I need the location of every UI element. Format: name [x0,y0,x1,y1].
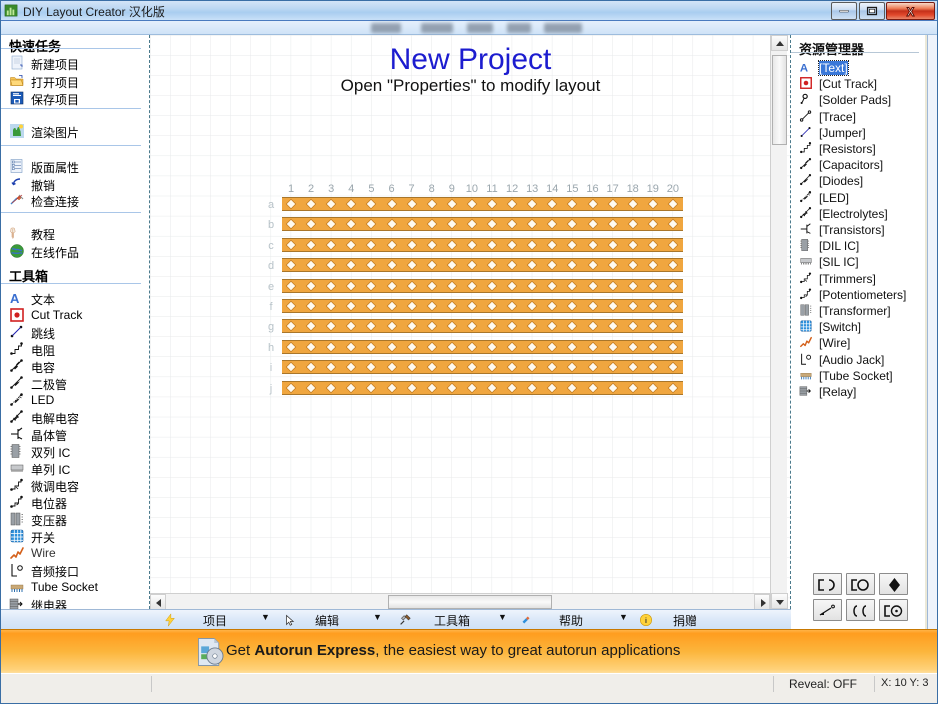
svg-text:A: A [800,62,808,74]
svg-text:X: X [907,7,915,19]
svg-text:i: i [645,618,647,625]
svg-text:A: A [10,291,20,306]
